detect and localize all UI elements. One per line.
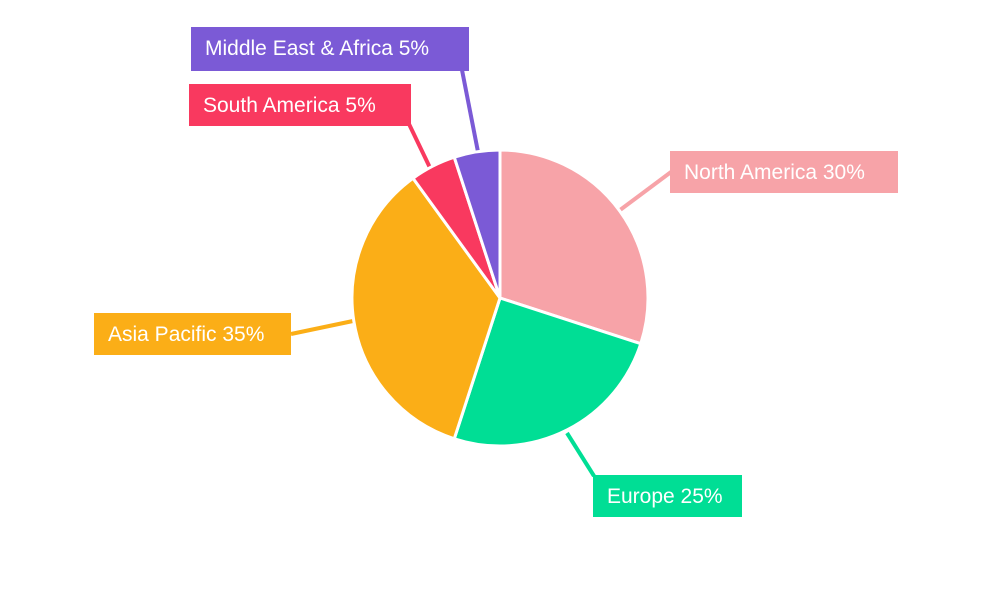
leader-line-north-america — [614, 170, 673, 215]
pie-slice-asia-pacific[interactable] — [350, 176, 502, 441]
pie-slice-middle-east-africa[interactable] — [452, 148, 502, 300]
pie-wedges — [350, 148, 650, 448]
pie-label-europe[interactable]: Europe 25% — [593, 475, 742, 517]
pie-label-middle-east-africa[interactable]: Middle East & Africa 5% — [191, 27, 469, 71]
pie-label-north-america[interactable]: North America 30% — [670, 151, 898, 193]
leader-line-south-america — [407, 123, 435, 175]
leader-lines — [290, 69, 673, 478]
pie-label-south-america[interactable]: South America 5% — [189, 84, 411, 126]
leader-line-asia-pacific — [290, 319, 354, 336]
leader-line-middle-east-africa — [460, 69, 481, 158]
pie-label-asia-pacific[interactable]: Asia Pacific 35% — [94, 313, 291, 355]
pie-slice-north-america[interactable] — [498, 148, 650, 346]
leader-line-europe — [565, 431, 596, 478]
pie-slice-europe[interactable] — [452, 296, 643, 448]
